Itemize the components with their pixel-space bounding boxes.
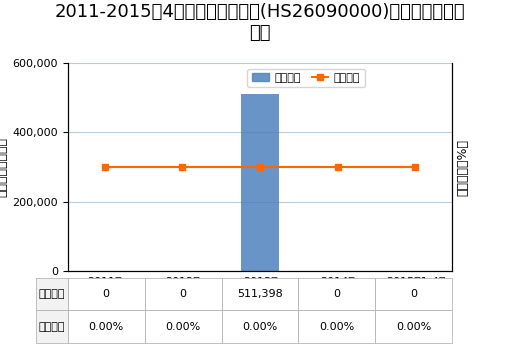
Text: 2011-2015年4月锡矿砂及其精矿(HS26090000)出口总额及增速
统计: 2011-2015年4月锡矿砂及其精矿(HS26090000)出口总额及增速 统… bbox=[55, 3, 465, 42]
Y-axis label: 同比增长（%）: 同比增长（%） bbox=[457, 139, 470, 196]
Bar bbox=[241, 94, 279, 271]
Legend: 出口金额, 同比增长: 出口金额, 同比增长 bbox=[248, 69, 365, 88]
Y-axis label: 出口金额（美元）: 出口金额（美元） bbox=[0, 137, 8, 197]
